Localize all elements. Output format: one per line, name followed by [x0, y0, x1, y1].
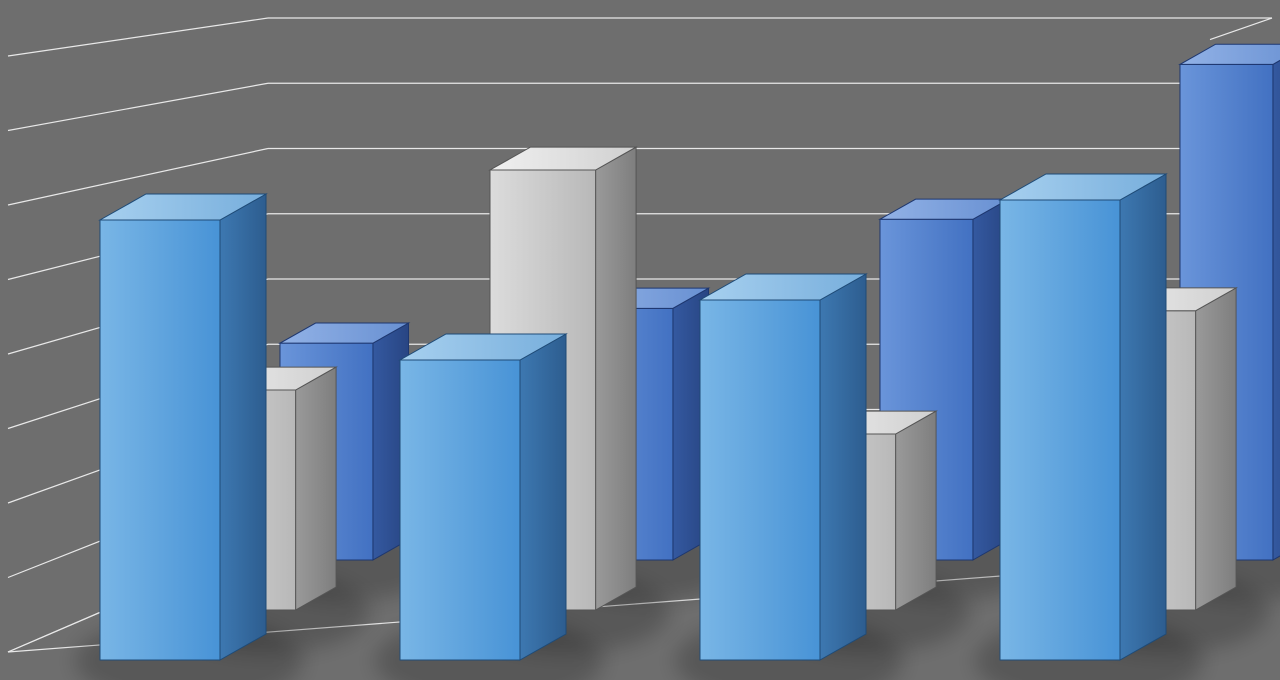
bar-side	[896, 411, 936, 610]
bar-front	[400, 360, 520, 660]
bar-side	[820, 274, 866, 660]
bar-side	[1120, 174, 1166, 660]
bar-side	[1196, 288, 1236, 610]
bar-chart-3d	[0, 0, 1280, 680]
bar-side	[520, 334, 566, 660]
bar-side	[1273, 44, 1280, 560]
bar-front	[1000, 200, 1120, 660]
bar-front	[100, 220, 220, 660]
bar-side	[596, 147, 636, 610]
bar-side	[220, 194, 266, 660]
bar-front	[700, 300, 820, 660]
bar-side	[296, 367, 336, 610]
